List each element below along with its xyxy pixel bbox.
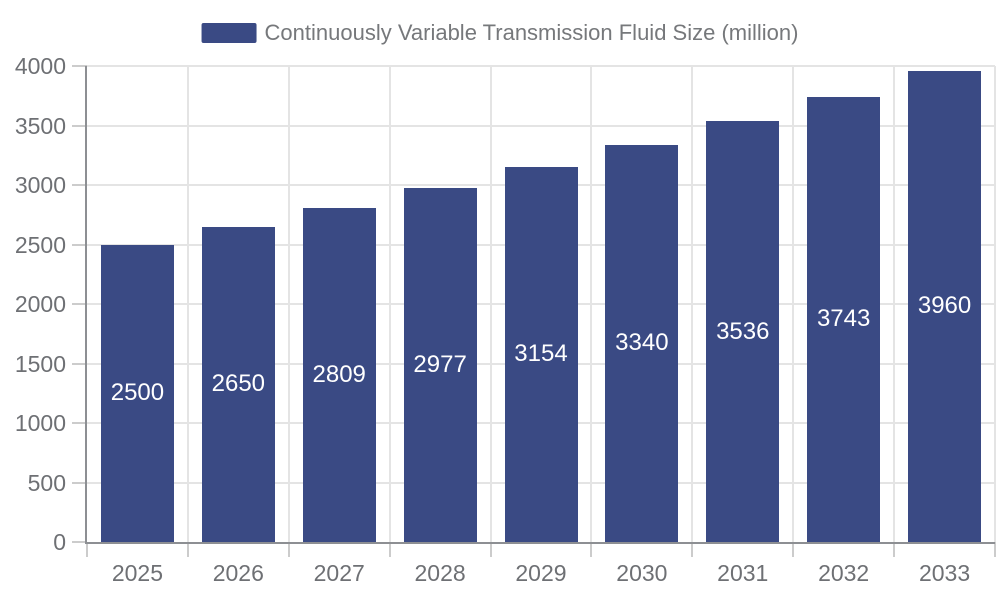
gridline-vertical bbox=[186, 66, 189, 542]
y-axis-tick bbox=[72, 422, 87, 424]
bar-value-label: 2650 bbox=[211, 370, 266, 398]
gridline-vertical bbox=[590, 66, 593, 542]
y-axis-tick bbox=[72, 481, 87, 484]
bar-value-label: 3536 bbox=[716, 317, 770, 345]
y-axis-tick bbox=[72, 124, 87, 127]
y-axis-tick-label: 3000 bbox=[14, 172, 66, 198]
x-axis-tick-label: 2026 bbox=[212, 560, 264, 586]
x-axis-tick bbox=[994, 542, 996, 557]
gridline-vertical bbox=[994, 66, 996, 542]
bar-value-label: 3340 bbox=[615, 329, 669, 357]
y-axis-tick-label: 2500 bbox=[14, 231, 66, 258]
bar[interactable]: 3536 bbox=[706, 121, 780, 542]
y-axis-tick-label: 4000 bbox=[14, 53, 66, 79]
x-axis-tick-label: 2025 bbox=[111, 560, 164, 586]
bar[interactable]: 2977 bbox=[403, 187, 477, 542]
bar-value-label: 3960 bbox=[917, 292, 972, 320]
x-axis-tick bbox=[893, 542, 896, 557]
y-axis-tick bbox=[72, 541, 87, 543]
x-axis-tick bbox=[590, 542, 593, 557]
x-axis-line bbox=[85, 542, 995, 544]
y-axis-line bbox=[85, 66, 87, 544]
y-axis-tick-label: 1000 bbox=[14, 410, 66, 436]
y-axis-tick bbox=[72, 362, 87, 365]
gridline-vertical bbox=[792, 66, 795, 542]
bar[interactable]: 3154 bbox=[504, 166, 578, 542]
x-axis-tick-label: 2031 bbox=[717, 560, 769, 586]
bar[interactable]: 3960 bbox=[908, 70, 982, 542]
x-axis-tick-label: 2033 bbox=[918, 560, 971, 586]
gridline-horizontal bbox=[87, 124, 995, 127]
legend-swatch-icon bbox=[201, 23, 257, 43]
x-axis-tick bbox=[792, 542, 795, 557]
gridline-vertical bbox=[691, 66, 694, 542]
x-axis-tick bbox=[287, 542, 290, 557]
x-axis-tick-label: 2032 bbox=[818, 560, 870, 586]
y-axis-tick bbox=[72, 243, 87, 246]
x-axis-tick-label: 2028 bbox=[414, 560, 466, 586]
x-axis-tick-label: 2027 bbox=[313, 560, 365, 586]
gridline-vertical bbox=[489, 66, 492, 542]
x-axis-tick bbox=[86, 542, 88, 557]
gridline-vertical bbox=[893, 66, 896, 542]
gridline-vertical bbox=[287, 66, 290, 542]
y-axis-tick bbox=[72, 184, 87, 186]
bar-value-label: 3743 bbox=[816, 305, 871, 333]
bar-value-label: 3154 bbox=[514, 340, 568, 368]
bar[interactable]: 2500 bbox=[100, 244, 174, 542]
legend-item[interactable]: Continuously Variable Transmission Fluid… bbox=[201, 20, 799, 46]
gridline-vertical bbox=[388, 66, 391, 542]
x-axis-tick-label: 2030 bbox=[616, 560, 668, 586]
legend-label: Continuously Variable Transmission Fluid… bbox=[264, 20, 799, 45]
y-axis-tick bbox=[72, 303, 87, 305]
bar[interactable]: 2650 bbox=[201, 226, 275, 542]
x-axis-tick-label: 2029 bbox=[515, 560, 567, 586]
x-axis-tick bbox=[388, 542, 391, 557]
y-axis-tick-label: 2000 bbox=[14, 291, 66, 317]
bar-value-label: 2500 bbox=[110, 379, 165, 407]
bar[interactable]: 3340 bbox=[605, 144, 679, 542]
bar[interactable]: 3743 bbox=[807, 96, 881, 542]
x-axis-tick bbox=[691, 542, 694, 557]
y-axis-tick-label: 500 bbox=[27, 469, 66, 496]
x-axis-tick bbox=[489, 542, 492, 557]
gridline-horizontal bbox=[87, 65, 995, 67]
bar-value-label: 2977 bbox=[413, 350, 467, 378]
y-axis-tick-label: 0 bbox=[53, 529, 66, 555]
y-axis-tick-label: 3500 bbox=[14, 112, 66, 139]
y-axis-tick bbox=[72, 65, 87, 67]
y-axis-tick-label: 1500 bbox=[14, 350, 66, 377]
x-axis-tick bbox=[186, 542, 189, 557]
bar[interactable]: 2809 bbox=[302, 207, 376, 542]
bar-value-label: 2809 bbox=[312, 360, 366, 388]
